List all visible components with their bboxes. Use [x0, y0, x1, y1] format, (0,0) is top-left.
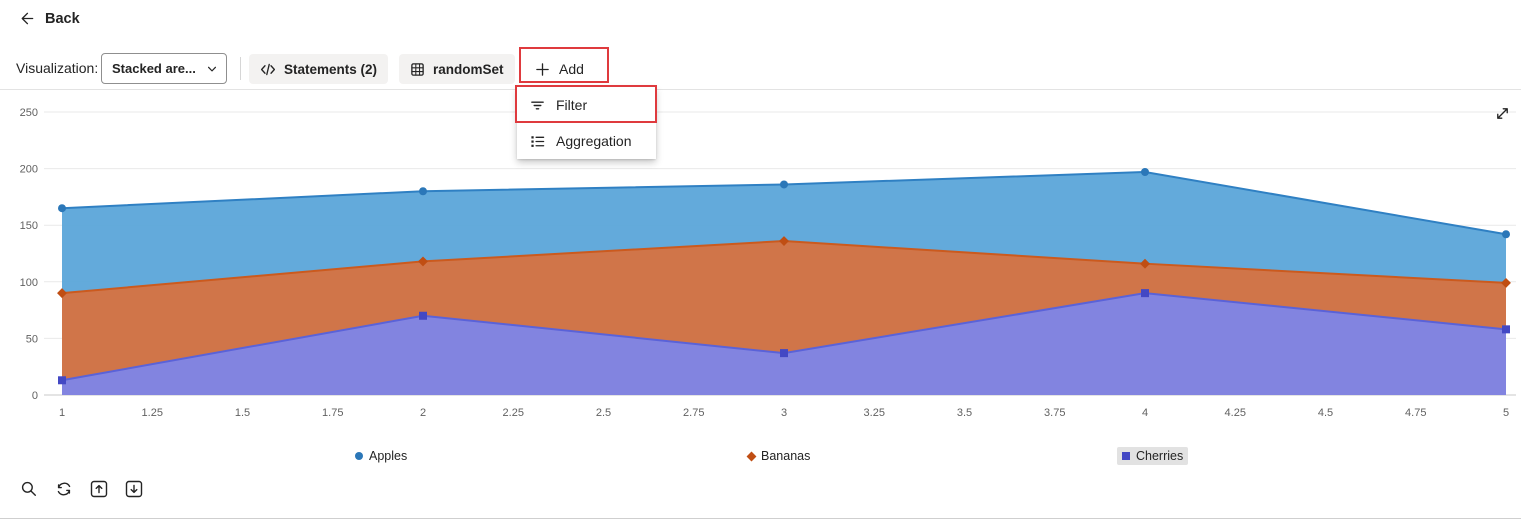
back-button[interactable]: Back [18, 10, 80, 27]
menu-item-label: Filter [556, 97, 588, 113]
plus-icon [536, 62, 549, 76]
legend-label: Apples [369, 449, 408, 463]
svg-text:3.75: 3.75 [1044, 407, 1065, 419]
svg-text:4.25: 4.25 [1225, 407, 1246, 419]
svg-text:100: 100 [20, 277, 38, 289]
diamond-marker-icon [746, 451, 757, 461]
statements-button[interactable]: Statements (2) [249, 54, 389, 84]
svg-text:50: 50 [26, 333, 38, 345]
refresh-button[interactable] [53, 478, 75, 500]
svg-text:3: 3 [781, 407, 787, 419]
dataset-label: randomSet [433, 61, 504, 77]
move-down-button[interactable] [123, 478, 145, 500]
add-button[interactable]: Add [527, 54, 592, 84]
square-marker-icon [1122, 452, 1130, 460]
visualization-type-value: Stacked are... [112, 61, 196, 76]
visualization-type-select[interactable]: Stacked are... [101, 53, 227, 84]
chevron-down-icon [207, 66, 217, 71]
stacked-area-chart[interactable]: 0 50 100 150 200 250 1 1.25 1.5 1.75 2 2.25 2.5 2.75 3… [0, 95, 1521, 430]
menu-item-filter[interactable]: Filter [517, 87, 656, 123]
svg-text:5: 5 [1503, 407, 1509, 419]
menu-item-aggregation[interactable]: Aggregation [517, 123, 656, 159]
svg-text:4.5: 4.5 [1318, 407, 1333, 419]
zoom-button[interactable] [18, 478, 40, 500]
svg-text:4: 4 [1142, 407, 1148, 419]
arrow-left-icon [21, 12, 34, 25]
svg-text:200: 200 [20, 164, 38, 176]
expand-chart-button[interactable] [1490, 103, 1514, 127]
svg-text:2.25: 2.25 [503, 407, 524, 419]
arrow-down-box-icon [125, 480, 143, 498]
svg-text:3.25: 3.25 [864, 407, 885, 419]
circle-marker-icon [355, 452, 363, 460]
svg-text:3.5: 3.5 [957, 407, 972, 419]
legend-item-apples[interactable]: Apples [350, 447, 412, 465]
toolbar-divider [240, 57, 241, 80]
statements-label: Statements (2) [284, 61, 378, 77]
filter-icon [531, 101, 544, 109]
expand-diagonal-icon [1496, 108, 1508, 119]
chart-legend: Apples Bananas Cherries [0, 447, 1521, 469]
aggregation-icon [531, 135, 545, 147]
chart-actions-toolbar [18, 478, 145, 500]
zoom-icon [21, 481, 36, 496]
legend-item-cherries[interactable]: Cherries [1117, 447, 1189, 465]
svg-text:1.75: 1.75 [322, 407, 343, 419]
code-icon [260, 63, 276, 75]
svg-text:4.75: 4.75 [1405, 407, 1426, 419]
svg-text:2: 2 [420, 407, 426, 419]
legend-item-bananas[interactable]: Bananas [743, 447, 815, 465]
arrow-up-box-icon [90, 480, 108, 498]
back-label: Back [45, 10, 80, 27]
visualization-toolbar: Visualization: Stacked are... Statements… [0, 48, 1521, 90]
svg-text:2.5: 2.5 [596, 407, 611, 419]
table-grid-icon [411, 62, 424, 76]
svg-text:0: 0 [32, 390, 38, 402]
dataset-button[interactable]: randomSet [399, 54, 515, 84]
visualization-label: Visualization: [16, 60, 99, 76]
move-up-button[interactable] [88, 478, 110, 500]
svg-text:1: 1 [59, 407, 65, 419]
svg-text:1.25: 1.25 [142, 407, 163, 419]
page-bottom-divider [0, 518, 1521, 519]
legend-label: Bananas [761, 449, 811, 463]
refresh-icon [57, 482, 71, 496]
add-label: Add [559, 61, 584, 77]
legend-label: Cherries [1136, 449, 1184, 463]
svg-text:250: 250 [20, 107, 38, 119]
svg-text:2.75: 2.75 [683, 407, 704, 419]
add-dropdown-menu: Filter Aggregation [517, 87, 656, 159]
menu-item-label: Aggregation [556, 133, 632, 149]
svg-text:150: 150 [20, 220, 38, 232]
svg-text:1.5: 1.5 [235, 407, 250, 419]
